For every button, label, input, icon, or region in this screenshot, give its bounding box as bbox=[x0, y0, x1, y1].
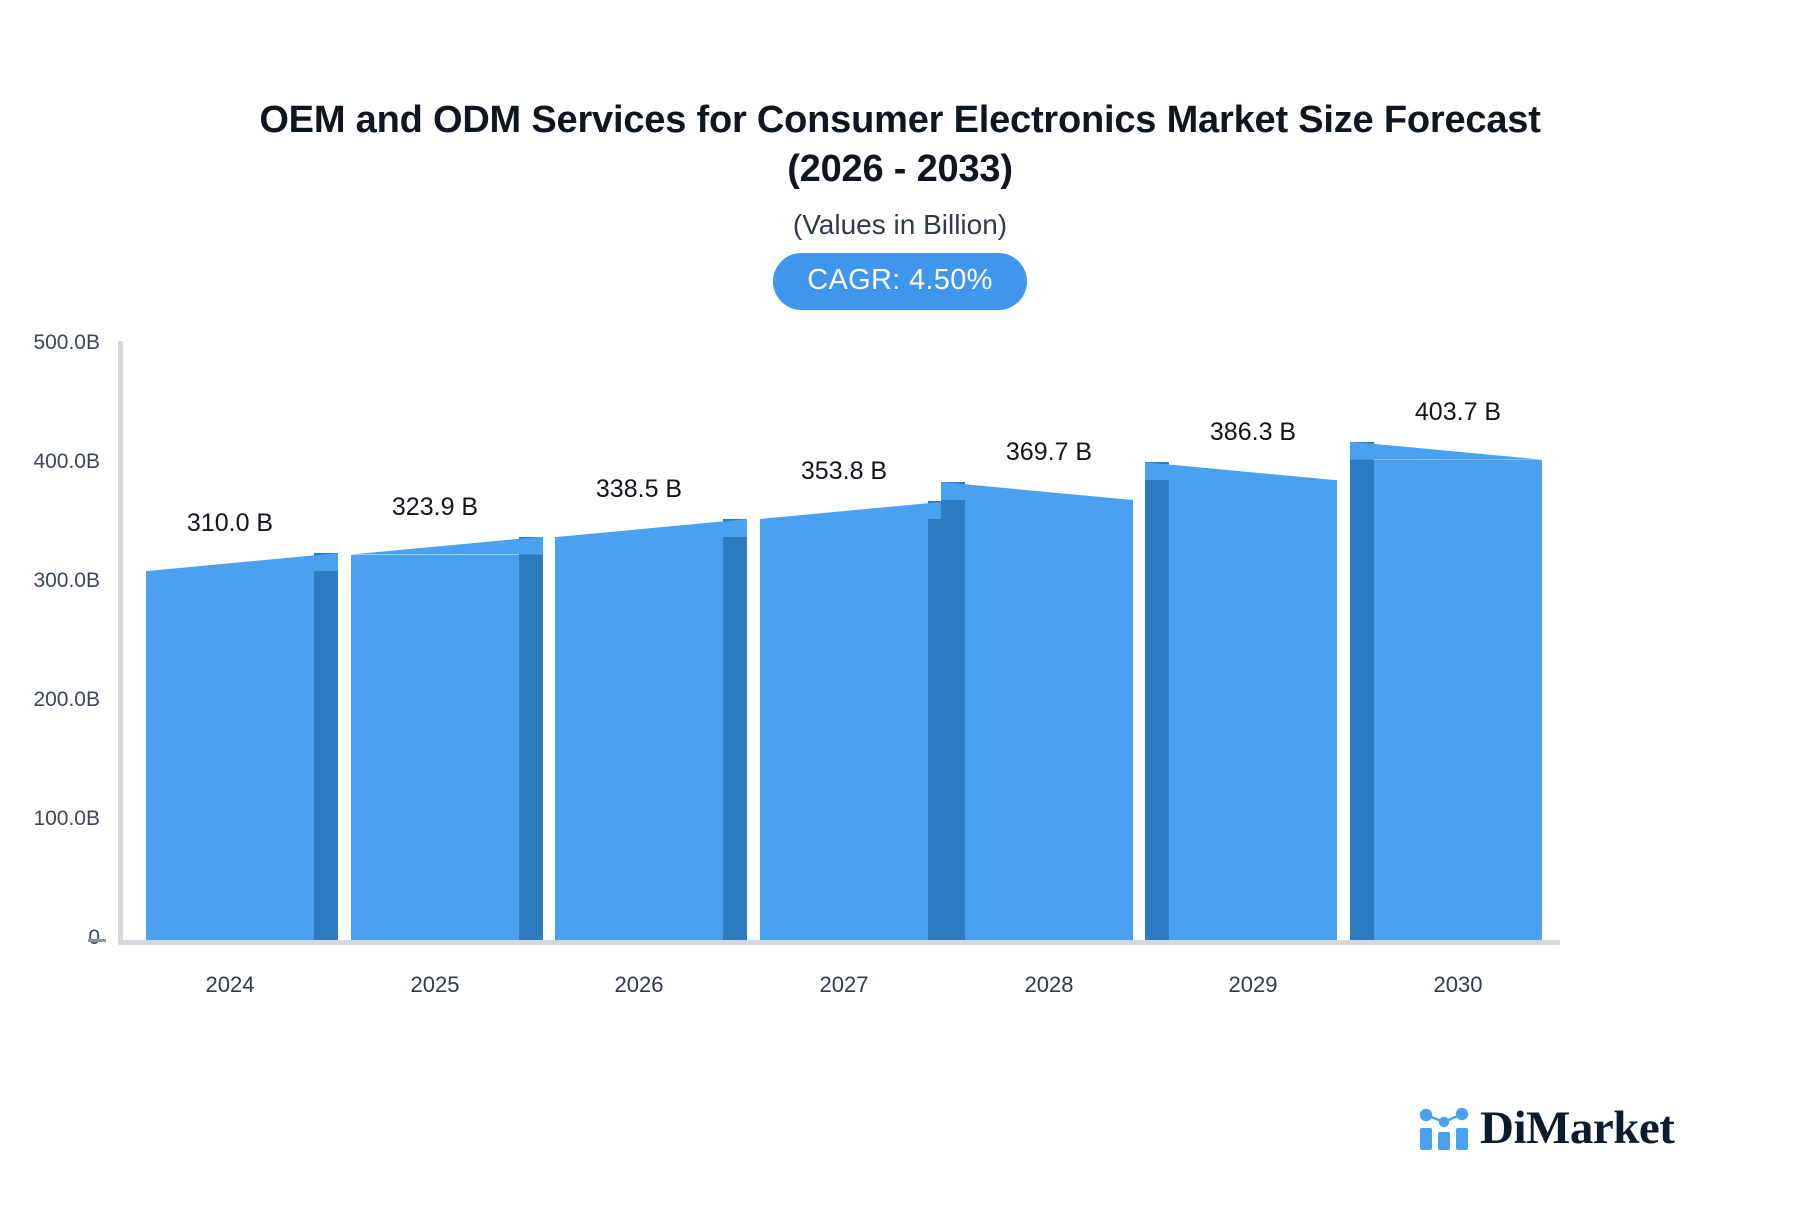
bar-3d-side bbox=[723, 519, 747, 940]
cagr-badge-wrapper: CAGR: 4.50% bbox=[0, 253, 1800, 311]
bar-3d-cap bbox=[555, 519, 747, 538]
chart-subtitle: (Values in Billion) bbox=[792, 209, 1008, 241]
bar-3d-cap bbox=[146, 553, 338, 572]
bar[interactable] bbox=[351, 554, 519, 940]
bar-value-label: 323.9 B bbox=[391, 492, 479, 521]
cagr-badge: CAGR: 4.50% bbox=[773, 253, 1027, 311]
y-axis-tick-label: 200.0B bbox=[33, 688, 100, 711]
x-axis-tick-label: 2027 bbox=[819, 972, 869, 997]
bar-3d-side bbox=[941, 482, 965, 940]
bar-value-label: 353.8 B bbox=[800, 456, 888, 485]
bar-value-label: 338.5 B bbox=[595, 475, 683, 504]
chart-header: OEM and ODM Services for Consumer Electr… bbox=[0, 96, 1800, 311]
x-axis-tick-label: 2025 bbox=[410, 972, 460, 997]
x-axis-tick-label: 2029 bbox=[1228, 972, 1278, 997]
chart-title: OEM and ODM Services for Consumer Electr… bbox=[259, 99, 1541, 190]
bar-3d-cap bbox=[351, 536, 543, 555]
bar-value-label: 310.0 B bbox=[186, 509, 274, 538]
bar-3d-cap bbox=[1350, 441, 1542, 460]
y-axis-tick-label: 0 bbox=[88, 926, 100, 949]
bar[interactable] bbox=[555, 537, 723, 940]
y-axis-tick-label: 400.0B bbox=[33, 450, 100, 473]
x-axis-tick-label: 2028 bbox=[1024, 972, 1074, 997]
bar-value-label: 369.7 B bbox=[1005, 438, 1093, 467]
bar-value-label: 403.7 B bbox=[1414, 397, 1502, 426]
bar-3d-cap bbox=[760, 500, 952, 519]
bar-3d-side bbox=[1145, 462, 1169, 940]
bar[interactable] bbox=[760, 518, 928, 940]
brand-name: DiMarket bbox=[1480, 1102, 1675, 1154]
x-axis-line bbox=[118, 940, 1560, 945]
bar[interactable] bbox=[1374, 459, 1542, 940]
bar-3d-side bbox=[314, 553, 338, 940]
bar-chart-icon bbox=[1419, 1107, 1469, 1150]
bar-3d-side bbox=[1350, 441, 1374, 940]
x-axis-tick-label: 2024 bbox=[205, 972, 255, 997]
bar[interactable] bbox=[1169, 480, 1337, 940]
bar-3d-cap bbox=[941, 482, 1133, 501]
y-axis-tick-label: 100.0B bbox=[33, 807, 100, 830]
x-axis-tick-label: 2030 bbox=[1433, 972, 1483, 997]
y-axis-tick-label: 300.0B bbox=[33, 569, 100, 592]
bar[interactable] bbox=[965, 500, 1133, 940]
bar-3d-cap bbox=[1145, 462, 1337, 481]
bar-3d-side bbox=[519, 536, 543, 940]
brand-logo: DiMarket bbox=[1418, 1102, 1675, 1154]
y-axis-line bbox=[118, 341, 123, 942]
y-axis-tick-mark bbox=[88, 939, 106, 942]
x-axis-tick-label: 2026 bbox=[614, 972, 664, 997]
bar[interactable] bbox=[146, 571, 314, 940]
bar-value-label: 386.3 B bbox=[1209, 418, 1297, 447]
y-axis-tick-label: 500.0B bbox=[33, 331, 100, 354]
